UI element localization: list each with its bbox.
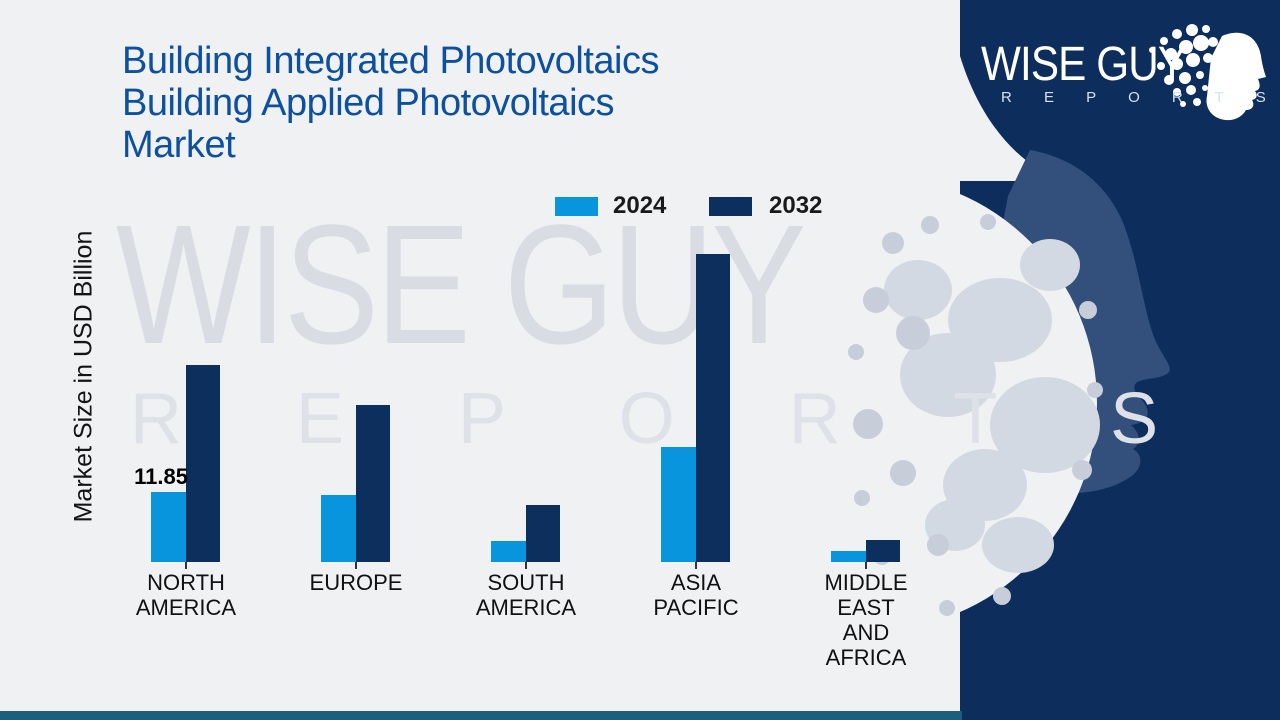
bar-2024-north-america xyxy=(151,492,186,562)
data-label-11.85: 11.85 xyxy=(134,464,188,489)
category-label-middle-east-and-africa: MIDDLE EAST AND AFRICA xyxy=(824,570,908,670)
legend-swatch-2032 xyxy=(709,197,752,216)
watermark-wordmark: WISE GUY xyxy=(116,190,807,380)
category-label-europe: EUROPE xyxy=(309,570,403,595)
brand-wordmark: WISE GUY xyxy=(981,38,1186,91)
x-axis-tick xyxy=(865,562,867,569)
bar-2024-europe xyxy=(321,495,356,562)
legend-label-2024: 2024 xyxy=(613,192,667,219)
category-label-south-america: SOUTH AMERICA xyxy=(475,570,577,620)
category-label-north-america: NORTH AMERICA xyxy=(135,570,237,620)
bar-2032-europe xyxy=(356,405,390,562)
bar-2024-middle-east-and-africa xyxy=(831,551,866,562)
page-title: Building Integrated Photovoltaics Buildi… xyxy=(122,40,659,166)
y-axis-label: Market Size in USD Billion xyxy=(69,230,98,523)
bar-2032-south-america xyxy=(526,505,560,562)
bar-2024-asia-pacific xyxy=(661,447,696,562)
brand-reports: R E P O R T S xyxy=(1001,89,1280,106)
x-axis-tick xyxy=(695,562,697,569)
x-axis-tick xyxy=(525,562,527,569)
panel-top-notch xyxy=(960,56,1062,181)
teal-footer-strip xyxy=(0,711,962,720)
category-label-asia-pacific: ASIA PACIFIC xyxy=(653,570,739,620)
watermark-reports: R E P O R T S xyxy=(130,379,1206,459)
x-axis-tick xyxy=(355,562,357,569)
legend-label-2032: 2032 xyxy=(769,192,823,219)
logo-face-icon xyxy=(1149,24,1266,121)
bar-2024-south-america xyxy=(491,541,526,562)
legend-swatch-2024 xyxy=(555,197,598,216)
bar-2032-north-america xyxy=(186,365,220,562)
watermark-dots xyxy=(884,239,1100,573)
watermark-small-dots xyxy=(848,214,1103,616)
bar-2032-middle-east-and-africa xyxy=(866,540,900,562)
x-axis-tick xyxy=(185,562,187,569)
bar-2032-asia-pacific xyxy=(696,254,730,562)
